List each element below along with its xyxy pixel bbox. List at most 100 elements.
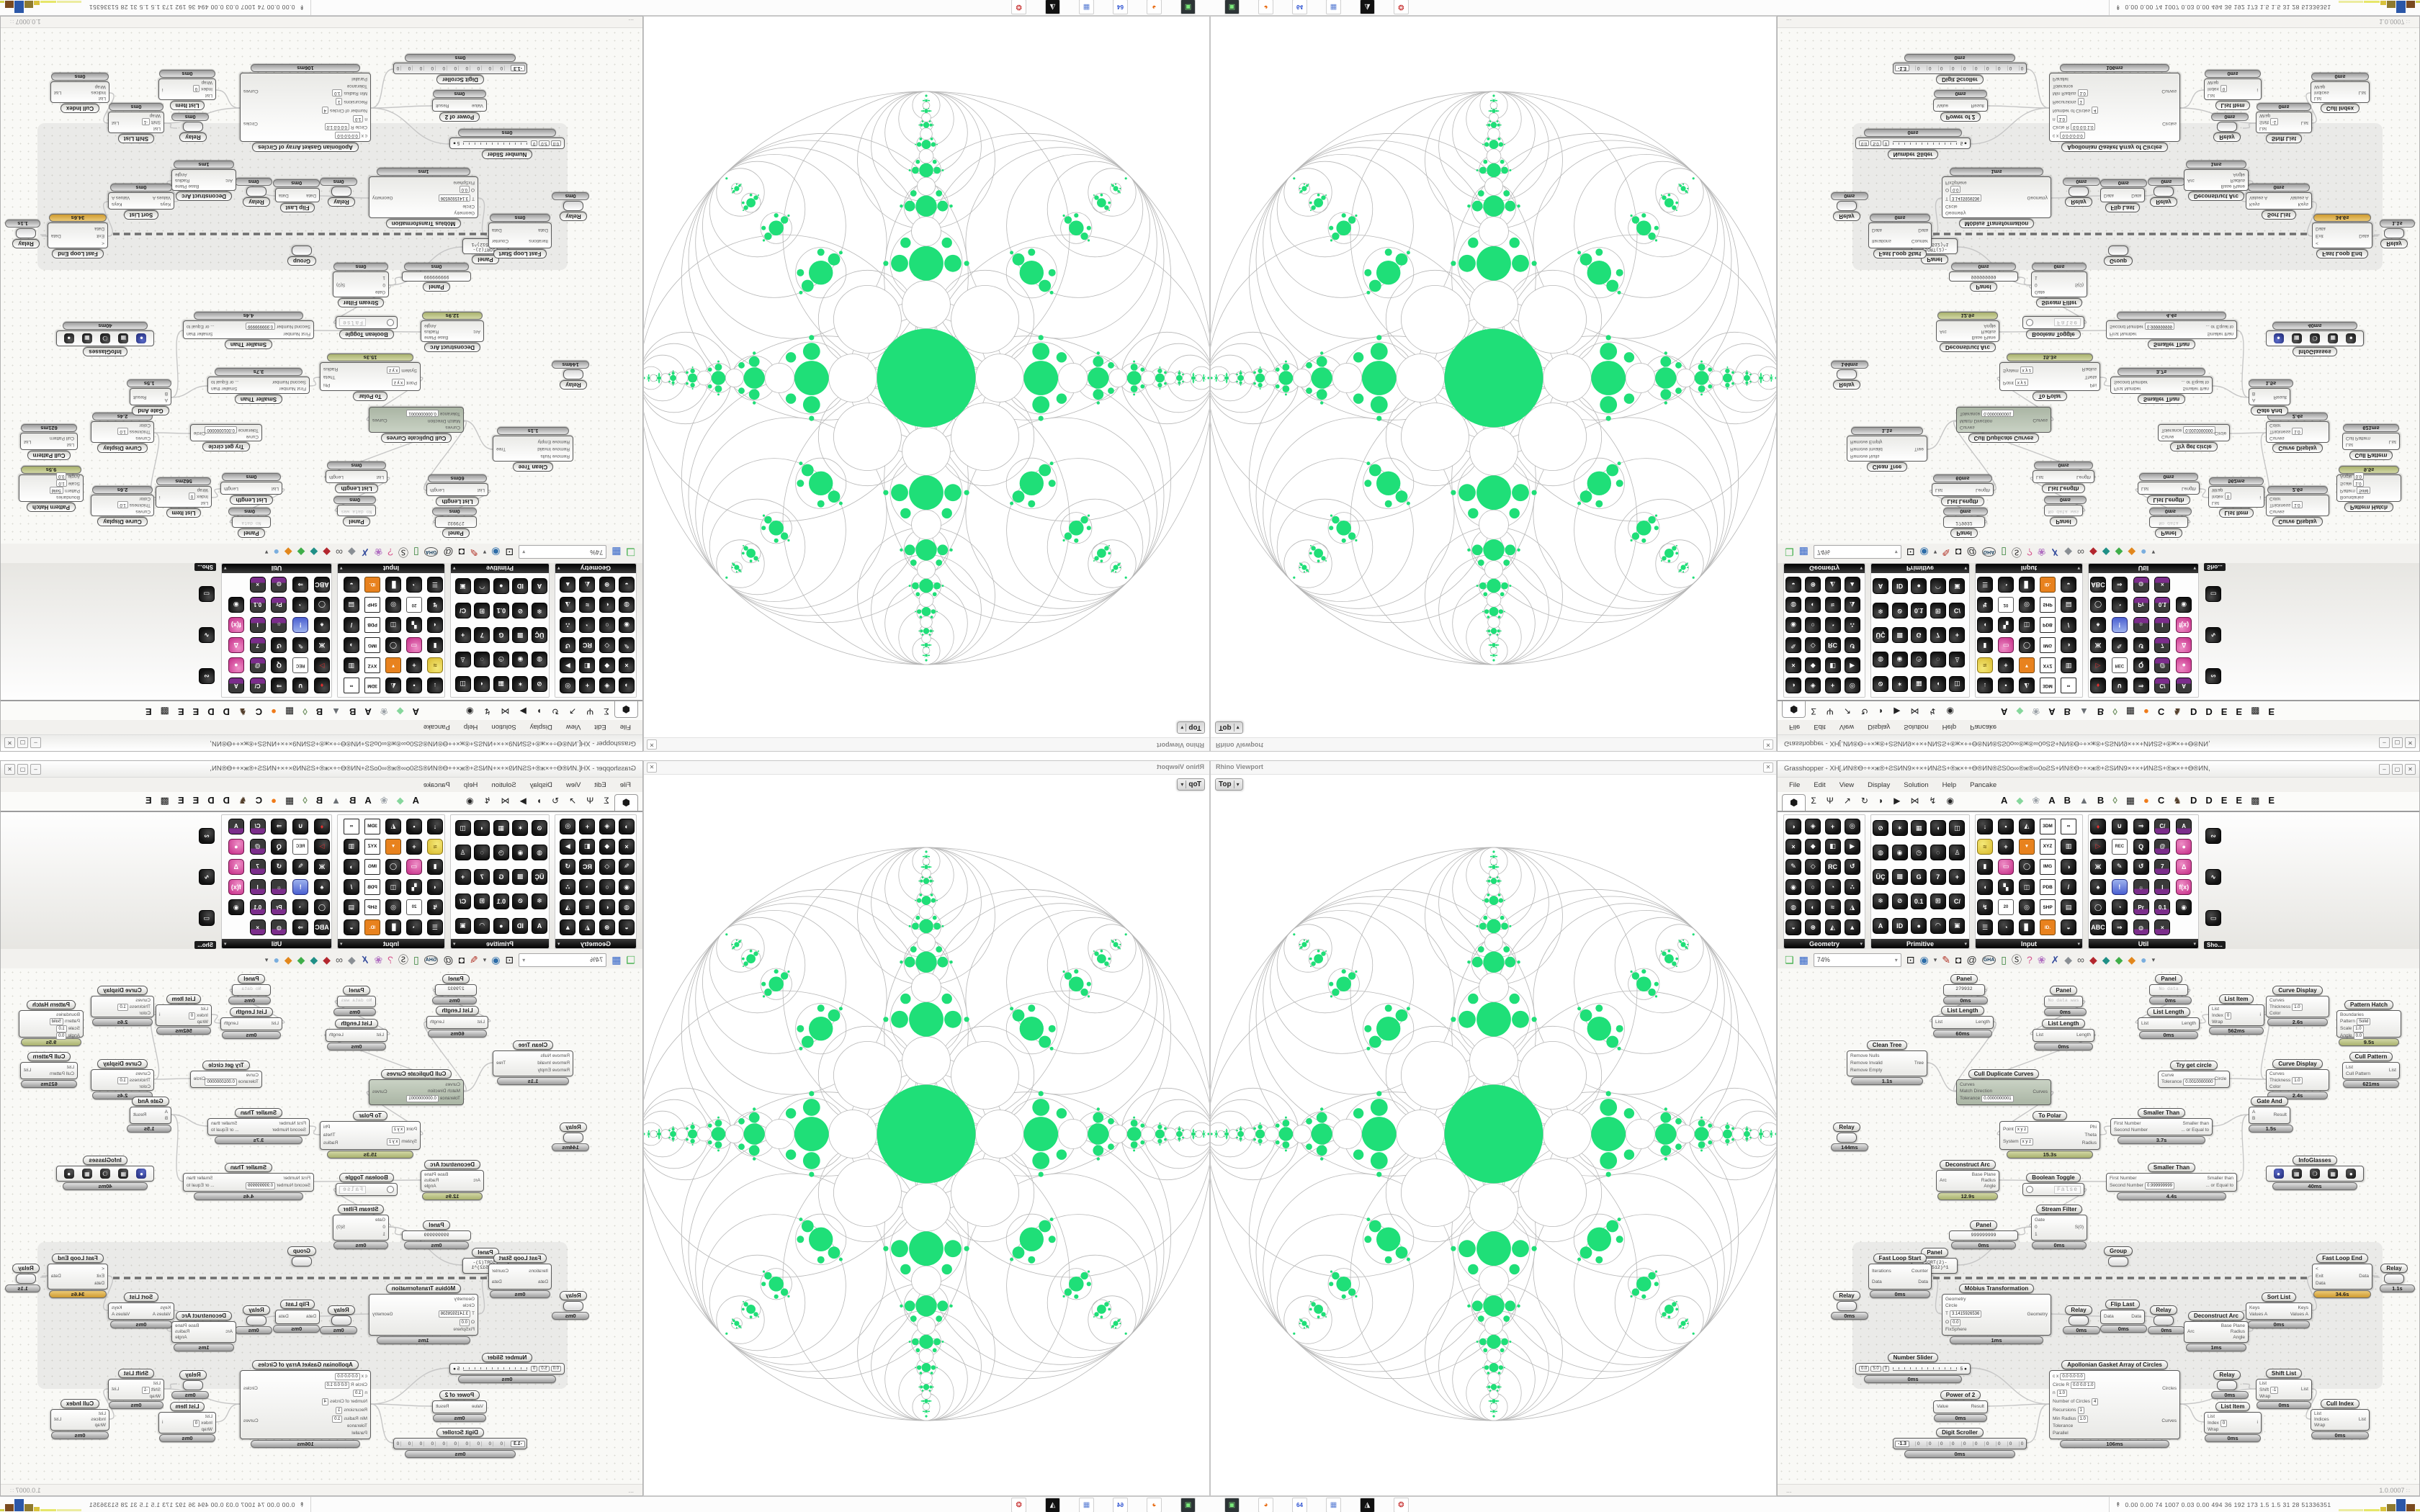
- gh-canvas[interactable]: Panel 279932 0ms List Length List Length 60ms P…: [1, 27, 642, 544]
- sketch-quill-icon[interactable]: ✎: [1942, 954, 1951, 966]
- gh-title-bar[interactable]: Grasshopper - XH[.ИN®Ѳ÷+×ж®+ƧSИN9×+×+ИNƧ…: [1, 734, 642, 751]
- component-icon[interactable]: ◯: [2019, 637, 2035, 654]
- viewport-tab-top[interactable]: Top ▾: [1215, 778, 1243, 791]
- maximize-icon[interactable]: ▢: [17, 737, 28, 748]
- component-icon[interactable]: ▚: [1998, 879, 2014, 896]
- tab-plugin[interactable]: ❀: [2032, 794, 2040, 806]
- tab-plugin[interactable]: E: [177, 795, 184, 806]
- component-icon[interactable]: ▣: [1949, 578, 1966, 595]
- component-icon[interactable]: ◒: [1785, 919, 1801, 936]
- annotate-icon[interactable]: @: [1966, 954, 1977, 966]
- component-icon[interactable]: ◆: [1805, 838, 1821, 855]
- component-icon[interactable]: ◔: [406, 919, 422, 936]
- component-icon[interactable]: ▥: [2061, 838, 2076, 855]
- caret-down-icon[interactable]: ▾: [1933, 956, 1937, 963]
- component-icon[interactable]: ◍: [532, 845, 547, 861]
- tab-category-icon[interactable]: Ψ: [586, 706, 594, 717]
- component-icon[interactable]: ❄: [532, 603, 547, 619]
- menu-item-help[interactable]: Help: [1942, 780, 1957, 789]
- menu-item-file[interactable]: File: [1789, 723, 1801, 732]
- component-icon[interactable]: ◎: [560, 678, 576, 694]
- tab-plugin[interactable]: ◊: [2112, 706, 2118, 717]
- component-icon[interactable]: ◍: [2133, 576, 2149, 593]
- gh-node-fast-loop-end[interactable]: Fast Loop End < Exit Data Data 34.6s: [48, 1254, 108, 1298]
- gh-node-clean-tree[interactable]: Clean Tree Remove Nulls Remove Invalid Remo…: [493, 427, 573, 472]
- tab-plugin[interactable]: ◊: [302, 706, 308, 717]
- tab-plugin[interactable]: ❀: [380, 706, 388, 718]
- gem-teal-icon[interactable]: ◆: [2102, 954, 2110, 966]
- component-icon[interactable]: ∪: [2111, 678, 2128, 694]
- gh-node-cull-pattern[interactable]: Cull Pattern List Cull Pattern List 621ms: [20, 424, 78, 460]
- palette-label-primitive[interactable]: Primitive ▾: [451, 564, 549, 573]
- component-icon[interactable]: 3DM: [364, 818, 380, 834]
- palette-label-input[interactable]: Input ▾: [338, 564, 444, 573]
- component-icon[interactable]: ÜÇ: [532, 868, 547, 885]
- tab-plugin[interactable]: ❀: [2032, 706, 2040, 718]
- component-icon[interactable]: ❄: [1873, 603, 1888, 619]
- tab-category-icon[interactable]: ▶: [519, 795, 526, 806]
- component-icon[interactable]: ID.: [364, 919, 380, 936]
- component-icon[interactable]: ◑: [619, 678, 635, 694]
- gh-node-gate-and[interactable]: Gate And A B Result 1.5s: [2249, 1097, 2293, 1133]
- component-icon[interactable]: ◎: [385, 899, 401, 916]
- component-icon[interactable]: ✶: [1891, 820, 1908, 837]
- component-icon[interactable]: ◌: [1930, 845, 1946, 861]
- component-icon[interactable]: ◮: [560, 899, 576, 916]
- component-icon[interactable]: PDB: [364, 879, 380, 896]
- component-icon[interactable]: 7: [1930, 627, 1946, 644]
- tab-plugin[interactable]: D: [2190, 795, 2197, 806]
- component-icon[interactable]: ●: [1911, 578, 1927, 595]
- component-icon[interactable]: ◯: [314, 596, 330, 613]
- component-icon[interactable]: ▮: [427, 858, 443, 875]
- gh-node-sort-list[interactable]: Sort List Keys Values A Keys Values A 0ms: [2246, 1292, 2312, 1328]
- component-icon[interactable]: ◇: [599, 858, 615, 875]
- component-icon[interactable]: ⊘: [512, 893, 529, 909]
- find-icon[interactable]: Ⓢ: [2011, 954, 2022, 966]
- component-icon[interactable]: +: [1949, 868, 1966, 885]
- gh-node-panel[interactable]: Panel 279932 0ms: [1943, 508, 1988, 538]
- annotate-icon[interactable]: @: [443, 546, 454, 558]
- gh-node-cull-duplicate-curves[interactable]: Cull Duplicate Curves Curves Match Directi…: [369, 1069, 464, 1105]
- gh-node-deconstruct-arc[interactable]: Deconstruct Arc Arc Base Plane Radius Angle 1…: [1936, 1160, 1999, 1200]
- tab-plugin[interactable]: D: [207, 706, 215, 717]
- tab-category-icon[interactable]: Σ: [1811, 706, 1816, 717]
- component-icon[interactable]: Pr: [271, 899, 287, 916]
- tab-plugin[interactable]: B: [349, 795, 357, 806]
- gh-node-panel[interactable]: Panel No data was 0ms: [2044, 986, 2087, 1016]
- component-icon[interactable]: ◫: [1949, 675, 1966, 692]
- component-icon[interactable]: ▮: [1977, 637, 1993, 654]
- component-icon[interactable]: ▤: [344, 596, 359, 613]
- palette-label-primitive[interactable]: Primitive ▾: [451, 939, 549, 948]
- component-icon[interactable]: ✶: [512, 820, 529, 837]
- component-icon[interactable]: ◉: [2176, 596, 2192, 613]
- jump-wires-icon[interactable]: ✗: [2051, 546, 2060, 558]
- component-icon[interactable]: ID: [512, 578, 529, 595]
- ball-blue-icon[interactable]: ●: [273, 546, 279, 558]
- gh-node-power-of-2[interactable]: Power of 2 Value Result 0ms: [432, 1390, 487, 1422]
- menu-item-edit[interactable]: Edit: [1814, 723, 1826, 732]
- menu-item-solution[interactable]: Solution: [1904, 723, 1929, 732]
- gh-node-flip-last[interactable]: Flip Last Data Data 0ms: [2100, 1300, 2147, 1333]
- tab-category-icon[interactable]: ◉: [466, 706, 474, 717]
- gh-node-list-length[interactable]: List Length List Length 0ms: [2033, 1019, 2094, 1050]
- component-icon[interactable]: ∞: [344, 678, 359, 694]
- component-icon[interactable]: ▭: [2205, 586, 2221, 602]
- palette-label-primitive[interactable]: Primitive ▾: [1871, 564, 1969, 573]
- rings-icon[interactable]: ∞: [335, 546, 343, 558]
- component-icon[interactable]: I: [249, 879, 266, 896]
- component-icon[interactable]: ↯: [1977, 899, 1993, 916]
- tab-plugin[interactable]: A: [2000, 795, 2008, 806]
- component-icon[interactable]: ▭: [1998, 637, 2014, 654]
- component-icon[interactable]: RC: [579, 858, 596, 875]
- component-icon[interactable]: ⇒: [271, 818, 287, 834]
- tab-category-icon[interactable]: ⋈: [501, 706, 510, 717]
- gh-node-sort-list[interactable]: Sort List Keys Values A Keys Values A 0ms: [108, 1292, 174, 1328]
- component-icon[interactable]: SHP: [364, 596, 380, 613]
- component-icon[interactable]: ▤: [344, 899, 359, 916]
- component-icon[interactable]: ▣: [454, 578, 471, 595]
- terminal-app-icon[interactable]: ▣: [1180, 0, 1196, 14]
- gh-node-relay[interactable]: Relay 1.1s: [2380, 220, 2415, 248]
- gh-node-digit-scroller[interactable]: Digit Scroller -1.3 0 0 0 0 0 0 0 0 0 0 0ms: [393, 54, 527, 84]
